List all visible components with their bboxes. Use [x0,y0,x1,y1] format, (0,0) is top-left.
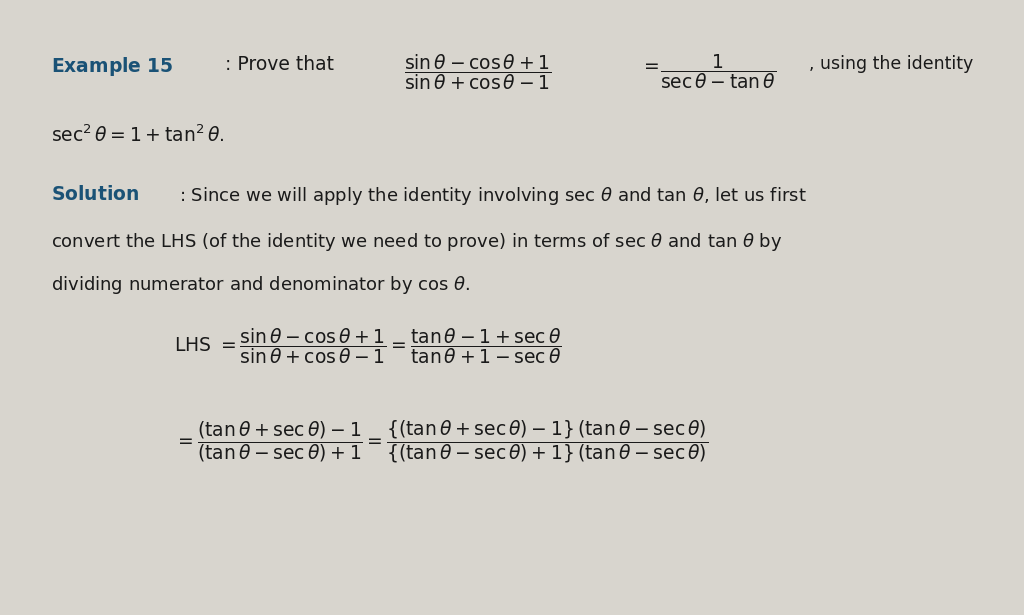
Text: convert the LHS (of the identity we need to prove) in terms of sec $\theta$ and : convert the LHS (of the identity we need… [51,231,782,253]
Text: $\mathbf{Example\ 15}$: $\mathbf{Example\ 15}$ [51,55,174,78]
Text: $=$: $=$ [640,55,659,74]
Text: LHS $= \dfrac{\sin\theta - \cos\theta + 1}{\sin\theta + \cos\theta - 1} = \dfrac: LHS $= \dfrac{\sin\theta - \cos\theta + … [174,326,561,366]
Text: $\dfrac{\sin\theta - \cos\theta + 1}{\sin\theta + \cos\theta - 1}$: $\dfrac{\sin\theta - \cos\theta + 1}{\si… [404,52,552,92]
Text: $\mathbf{Solution}$: $\mathbf{Solution}$ [51,184,139,204]
Text: $\sec^2\theta = 1 + \tan^2\theta.$: $\sec^2\theta = 1 + \tan^2\theta.$ [51,124,224,146]
Text: $= \dfrac{(\tan\theta + \sec\theta) - 1}{(\tan\theta - \sec\theta) + 1} = \dfrac: $= \dfrac{(\tan\theta + \sec\theta) - 1}… [174,418,709,465]
Text: , using the identity: , using the identity [809,55,973,73]
Text: dividing numerator and denominator by cos $\theta$.: dividing numerator and denominator by co… [51,274,471,296]
Text: $\dfrac{1}{\sec\theta - \tan\theta}$: $\dfrac{1}{\sec\theta - \tan\theta}$ [660,52,777,91]
Text: : Prove that: : Prove that [225,55,334,74]
Text: : Since we will apply the identity involving sec $\theta$ and tan $\theta$, let : : Since we will apply the identity invol… [179,184,807,207]
